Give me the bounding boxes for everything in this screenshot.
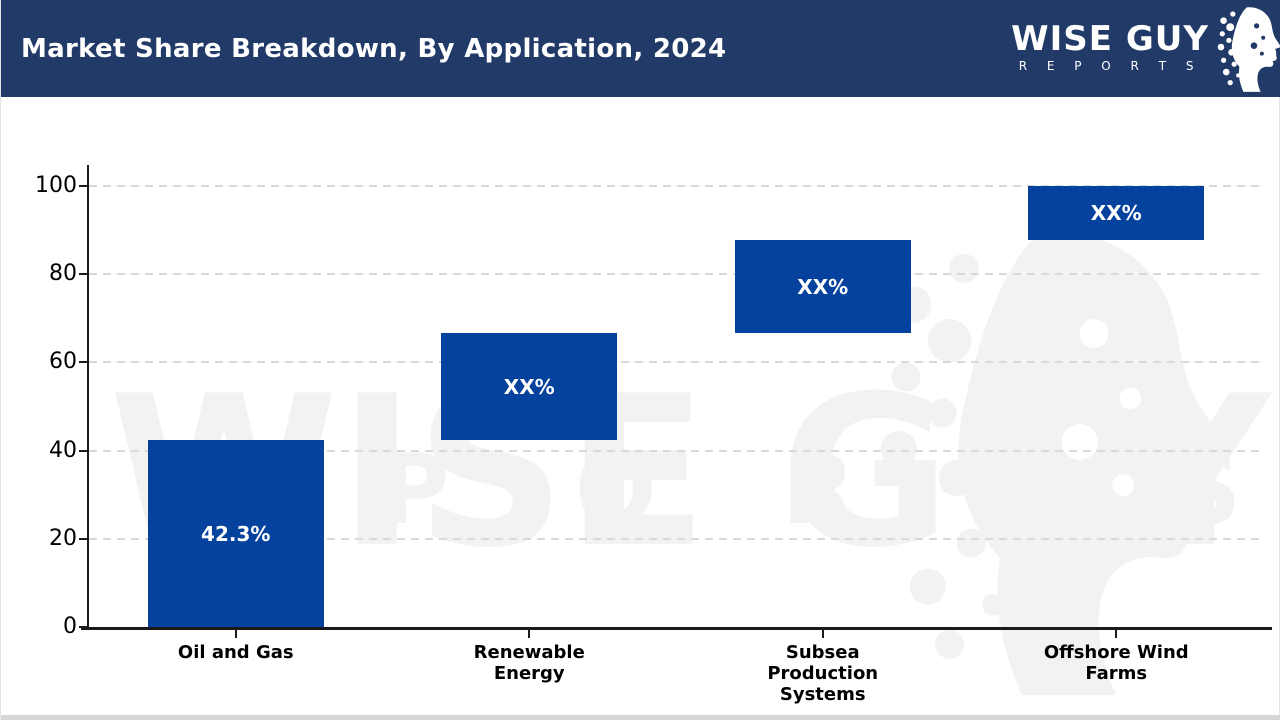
gridline-40 <box>89 449 1263 452</box>
y-tick-label: 20 <box>49 525 77 551</box>
y-axis-line <box>87 165 89 627</box>
gridline-80 <box>89 273 1263 276</box>
logo-head-icon <box>1217 7 1280 92</box>
y-tick-mark <box>79 537 87 540</box>
plot-area: 0 20 40 60 80 100 42.3% Oil and Gas XX% Renewable… <box>35 165 1272 705</box>
x-tick-mark <box>1115 630 1118 638</box>
x-category-label: Renewable Energy <box>473 642 585 685</box>
y-tick-mark <box>79 273 87 276</box>
x-category-label: Offshore Wind Farms <box>1043 642 1189 685</box>
x-tick-mark <box>528 630 531 638</box>
y-tick-label: 80 <box>49 261 77 287</box>
y-tick-mark <box>79 449 87 452</box>
y-tick-label: 0 <box>63 614 77 639</box>
bar-value-label: XX% <box>1090 201 1142 226</box>
y-tick-mark <box>79 361 87 364</box>
bar-offshore-wind-farms: XX% <box>1028 186 1205 241</box>
x-category-label: Subsea Production Systems <box>767 642 879 706</box>
chart-title: Market Share Breakdown, By Application, … <box>21 33 727 64</box>
logo-subtext: R E P O R T S <box>1018 59 1202 73</box>
report-header: Market Share Breakdown, By Application, … <box>1 0 1280 97</box>
gridline-100 <box>89 185 1263 187</box>
gridline-20 <box>89 537 1263 540</box>
bar-subsea-production-systems: XX% <box>734 240 911 334</box>
x-axis-line <box>81 627 1272 630</box>
bar-renewable-energy: XX% <box>441 333 618 441</box>
y-tick-label: 100 <box>35 173 77 198</box>
logo-text: WISE GUY R E P O R T S <box>1011 22 1209 73</box>
bar-oil-and-gas: 42.3% <box>147 440 324 627</box>
x-category-label: Oil and Gas <box>177 642 294 663</box>
bar-value-label: XX% <box>503 374 555 399</box>
bar-value-label: 42.3% <box>201 521 271 546</box>
bottom-border <box>1 715 1280 720</box>
gridline-60 <box>89 361 1263 364</box>
y-tick-label: 60 <box>49 349 77 375</box>
y-tick-mark <box>79 626 87 628</box>
bar-value-label: XX% <box>797 274 849 299</box>
x-tick-mark <box>234 630 237 638</box>
wiseguy-logo: WISE GUY R E P O R T S <box>1011 0 1280 97</box>
y-tick-label: 40 <box>49 437 77 463</box>
y-tick-mark <box>79 185 87 187</box>
x-tick-mark <box>821 630 824 638</box>
logo-wordmark: WISE GUY <box>1011 19 1209 59</box>
